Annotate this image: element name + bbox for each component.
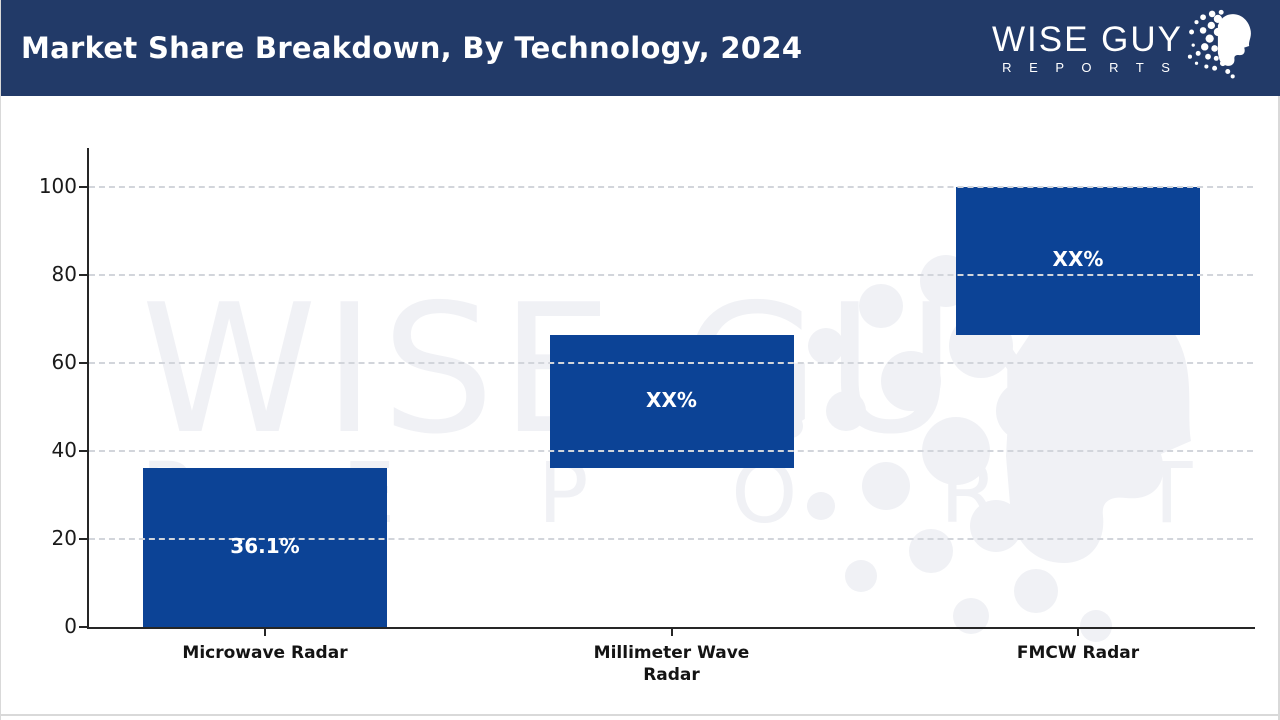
gridline (89, 538, 1253, 540)
gridline (89, 274, 1253, 276)
bar-fmcw-radar (956, 187, 1200, 335)
brand-head-icon (1185, 3, 1259, 93)
bar-value-label: XX% (1052, 246, 1104, 271)
brand-logo-text: WISE GUY R E P O R T S (992, 22, 1183, 74)
y-axis-tick-label: 0 (64, 614, 77, 638)
y-axis-tick (79, 186, 87, 188)
chart-title: Market Share Breakdown, By Technology, 2… (21, 31, 803, 65)
y-axis-tick (79, 450, 87, 452)
bar-microwave-radar (143, 468, 387, 627)
y-axis-tick (79, 274, 87, 276)
brand-name: WISE GUY (991, 20, 1183, 59)
y-axis-tick (79, 362, 87, 364)
bar-value-label: XX% (646, 387, 697, 412)
y-axis-tick (79, 626, 87, 628)
y-axis-tick-label: 80 (51, 262, 77, 286)
x-axis-line (87, 627, 1255, 629)
header-bar: Market Share Breakdown, By Technology, 2… (1, 0, 1280, 96)
y-axis-tick-label: 100 (38, 174, 77, 198)
bar-millimeter-wave-radar (549, 334, 794, 469)
x-axis-tick (1077, 629, 1079, 636)
plot-area: 0 20 40 60 80 100 36.1% Microwave Radar XX% Milli… (39, 148, 1255, 685)
x-axis-category-label: FMCW Radar (1016, 643, 1140, 663)
gridline (89, 362, 1253, 364)
bar-value-label: 36.1% (230, 533, 300, 558)
y-axis-tick-label: 60 (51, 350, 77, 374)
gridline (89, 186, 1253, 188)
x-axis-category-label: Millimeter Wave Radar (593, 643, 750, 686)
x-axis-category-label: Microwave Radar (182, 643, 348, 663)
brand-subtitle: R E P O R T S (1002, 60, 1177, 75)
gridline (89, 450, 1253, 452)
y-axis-tick-label: 40 (51, 438, 77, 462)
y-axis-tick (79, 538, 87, 540)
x-axis-tick (264, 629, 266, 636)
y-axis-line (87, 148, 89, 629)
y-axis-tick-label: 20 (51, 526, 77, 550)
x-axis-tick (670, 629, 673, 636)
brand-logo: WISE GUY R E P O R T S (992, 3, 1259, 93)
bottom-divider (1, 714, 1280, 716)
